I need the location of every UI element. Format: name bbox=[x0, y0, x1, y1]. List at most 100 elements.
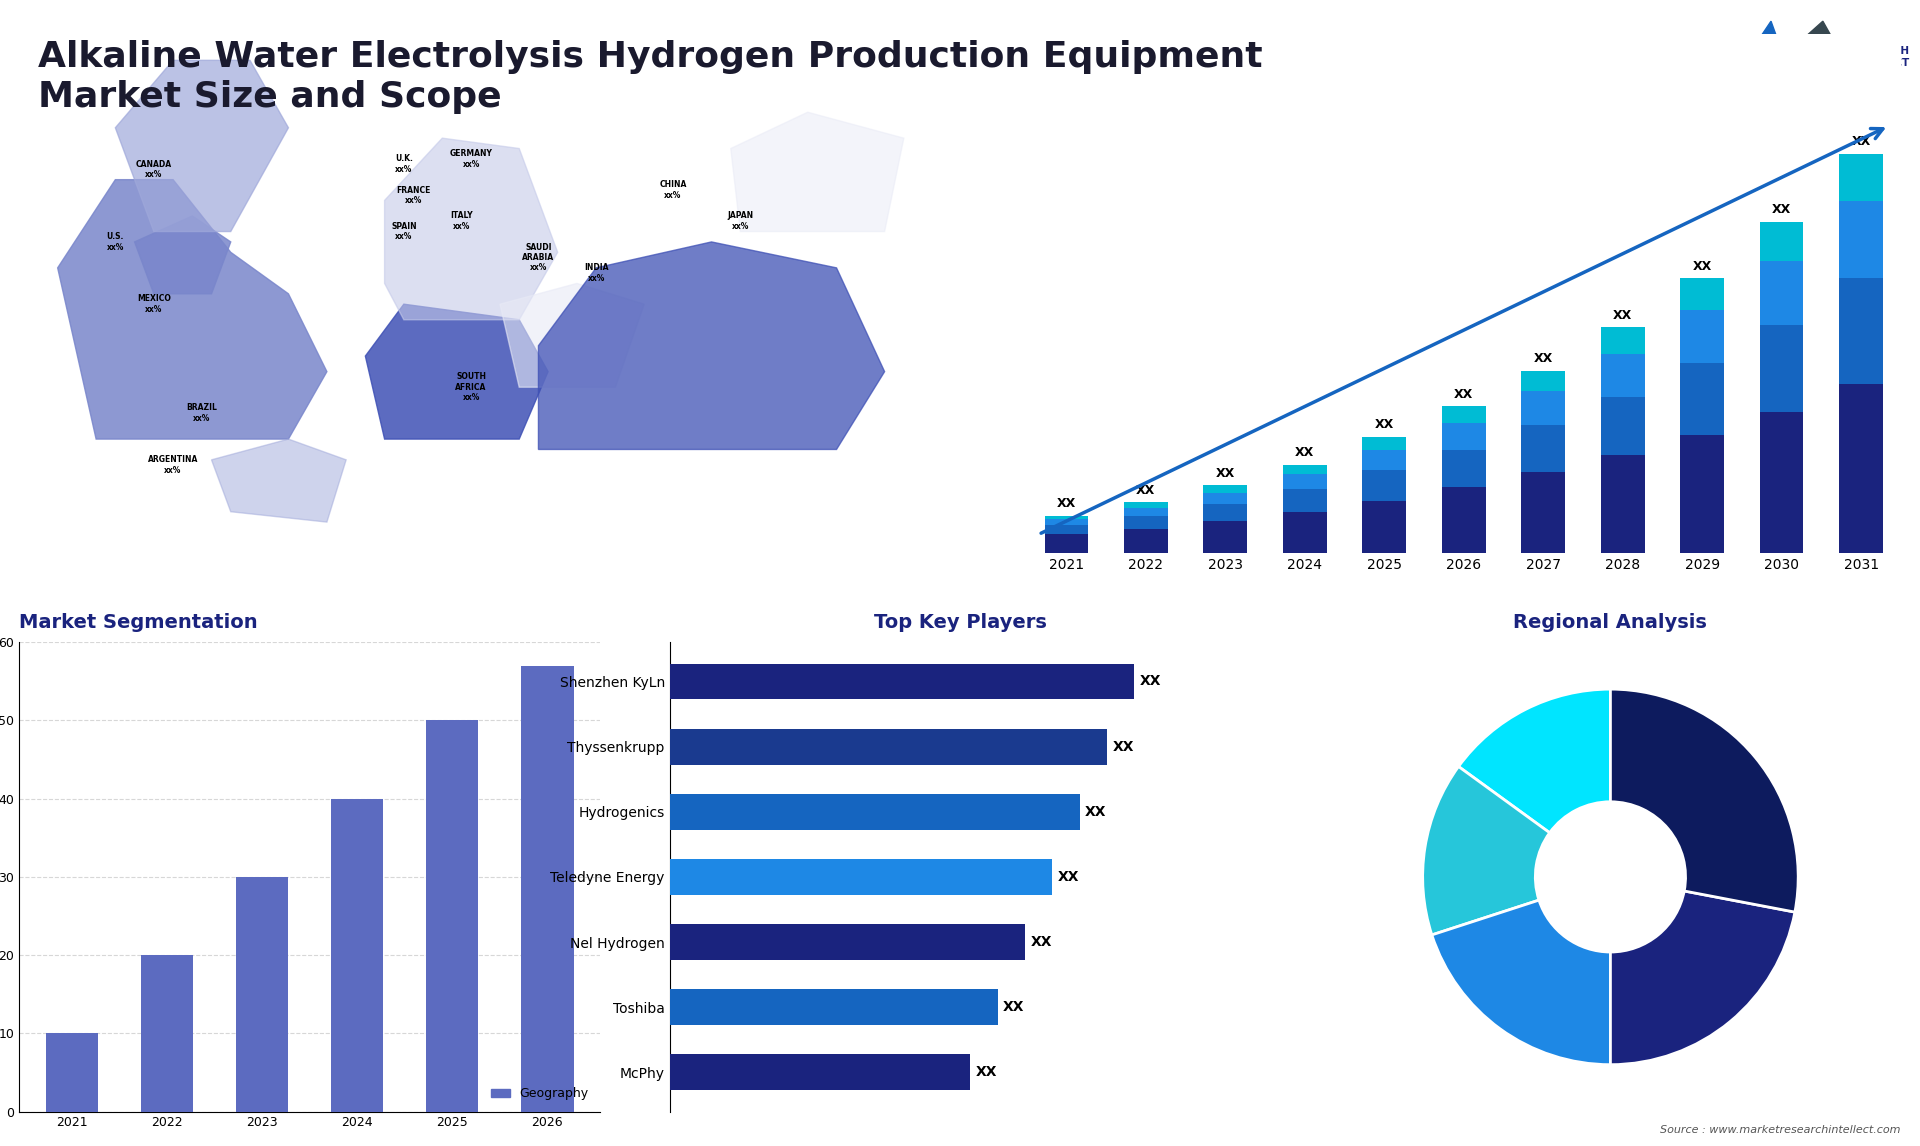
Bar bbox=[1442, 423, 1486, 449]
Text: CANADA
xx%: CANADA xx% bbox=[136, 159, 173, 179]
Bar bbox=[1044, 516, 1089, 519]
Text: XX: XX bbox=[1215, 466, 1235, 480]
Polygon shape bbox=[365, 304, 547, 439]
Polygon shape bbox=[1788, 21, 1839, 52]
Bar bbox=[1761, 325, 1803, 413]
Polygon shape bbox=[499, 283, 645, 387]
Bar bbox=[1601, 328, 1645, 354]
Bar bbox=[1601, 455, 1645, 554]
Wedge shape bbox=[1459, 689, 1611, 833]
Text: XX: XX bbox=[1375, 418, 1394, 431]
Bar bbox=[1442, 449, 1486, 487]
Bar bbox=[1363, 470, 1405, 501]
Text: U.S.
xx%: U.S. xx% bbox=[108, 233, 125, 252]
Text: INDIA
xx%: INDIA xx% bbox=[584, 264, 609, 283]
Bar bbox=[1204, 493, 1248, 504]
Text: BRAZIL
xx%: BRAZIL xx% bbox=[186, 403, 217, 423]
Legend: Geography: Geography bbox=[486, 1082, 593, 1106]
Text: ARGENTINA
xx%: ARGENTINA xx% bbox=[148, 455, 198, 474]
Text: XX: XX bbox=[1613, 308, 1632, 322]
Bar bbox=[1839, 202, 1884, 278]
Bar bbox=[236, 877, 288, 1112]
Bar bbox=[1680, 278, 1724, 311]
Bar bbox=[1204, 504, 1248, 521]
Bar bbox=[1204, 486, 1248, 493]
Bar bbox=[670, 1054, 970, 1090]
Text: Source : www.marketresearchintellect.com: Source : www.marketresearchintellect.com bbox=[1661, 1124, 1901, 1135]
Text: XX: XX bbox=[1534, 352, 1553, 364]
Wedge shape bbox=[1611, 689, 1799, 912]
Bar bbox=[1761, 222, 1803, 261]
Bar bbox=[1521, 370, 1565, 391]
Text: XX: XX bbox=[1002, 1000, 1025, 1014]
Bar bbox=[1680, 434, 1724, 554]
Text: XX: XX bbox=[1137, 484, 1156, 496]
Bar bbox=[670, 924, 1025, 960]
Text: XX: XX bbox=[1031, 935, 1052, 949]
Bar bbox=[1044, 519, 1089, 525]
Title: Top Key Players: Top Key Players bbox=[874, 613, 1046, 633]
Bar bbox=[1363, 501, 1405, 554]
Bar bbox=[1363, 449, 1405, 470]
Text: MARKET
RESEARCH
INTELLECT: MARKET RESEARCH INTELLECT bbox=[1847, 34, 1908, 68]
Bar bbox=[1521, 472, 1565, 554]
Text: XX: XX bbox=[1772, 203, 1791, 217]
Bar bbox=[1123, 502, 1167, 508]
Bar bbox=[1283, 512, 1327, 554]
Text: XX: XX bbox=[1056, 497, 1075, 510]
Bar bbox=[1601, 397, 1645, 455]
Text: FRANCE
xx%: FRANCE xx% bbox=[396, 186, 430, 205]
Text: U.K.
xx%: U.K. xx% bbox=[396, 155, 413, 174]
Text: JAPAN
xx%: JAPAN xx% bbox=[728, 212, 753, 230]
Bar bbox=[670, 860, 1052, 895]
Bar bbox=[1044, 534, 1089, 554]
Text: SAUDI
ARABIA
xx%: SAUDI ARABIA xx% bbox=[522, 243, 555, 273]
Bar bbox=[670, 989, 998, 1026]
Bar bbox=[1442, 407, 1486, 423]
Title: Regional Analysis: Regional Analysis bbox=[1513, 613, 1707, 633]
Bar bbox=[1839, 154, 1884, 202]
Bar bbox=[1839, 278, 1884, 384]
Bar bbox=[1123, 528, 1167, 554]
Text: XX: XX bbox=[975, 1066, 996, 1080]
Bar bbox=[330, 799, 384, 1112]
Polygon shape bbox=[211, 439, 346, 523]
Text: XX: XX bbox=[1058, 870, 1079, 884]
Text: XX: XX bbox=[1453, 387, 1473, 401]
Text: GERMANY
xx%: GERMANY xx% bbox=[449, 149, 493, 168]
Bar bbox=[1123, 516, 1167, 528]
Text: ITALY
xx%: ITALY xx% bbox=[449, 212, 472, 230]
Bar bbox=[1283, 474, 1327, 489]
Bar bbox=[46, 1034, 98, 1112]
Bar bbox=[426, 721, 478, 1112]
Polygon shape bbox=[1726, 21, 1795, 88]
Wedge shape bbox=[1432, 900, 1611, 1065]
Polygon shape bbox=[538, 242, 885, 449]
Text: XX: XX bbox=[1851, 135, 1870, 149]
Bar bbox=[1839, 384, 1884, 554]
Polygon shape bbox=[384, 139, 557, 320]
Text: Alkaline Water Electrolysis Hydrogen Production Equipment: Alkaline Water Electrolysis Hydrogen Pro… bbox=[38, 40, 1263, 74]
Bar bbox=[520, 666, 574, 1112]
Wedge shape bbox=[1611, 890, 1795, 1065]
Text: CHINA
xx%: CHINA xx% bbox=[659, 180, 687, 199]
Polygon shape bbox=[58, 180, 326, 439]
Bar bbox=[1123, 508, 1167, 516]
Text: Market Size and Scope: Market Size and Scope bbox=[38, 80, 501, 115]
Bar bbox=[1521, 425, 1565, 472]
Text: MEXICO
xx%: MEXICO xx% bbox=[136, 295, 171, 314]
Text: XX: XX bbox=[1112, 739, 1135, 754]
Bar bbox=[1680, 311, 1724, 363]
Bar bbox=[670, 664, 1135, 699]
Bar bbox=[1761, 261, 1803, 325]
Text: XX: XX bbox=[1693, 260, 1713, 273]
Bar bbox=[670, 794, 1079, 830]
Bar bbox=[1680, 363, 1724, 434]
Bar bbox=[1521, 391, 1565, 425]
Text: SOUTH
AFRICA
xx%: SOUTH AFRICA xx% bbox=[455, 372, 488, 402]
Circle shape bbox=[1536, 802, 1686, 952]
Text: Market Segmentation: Market Segmentation bbox=[19, 613, 257, 633]
Bar bbox=[1363, 437, 1405, 449]
Wedge shape bbox=[1423, 767, 1549, 935]
Text: SPAIN
xx%: SPAIN xx% bbox=[392, 222, 417, 242]
